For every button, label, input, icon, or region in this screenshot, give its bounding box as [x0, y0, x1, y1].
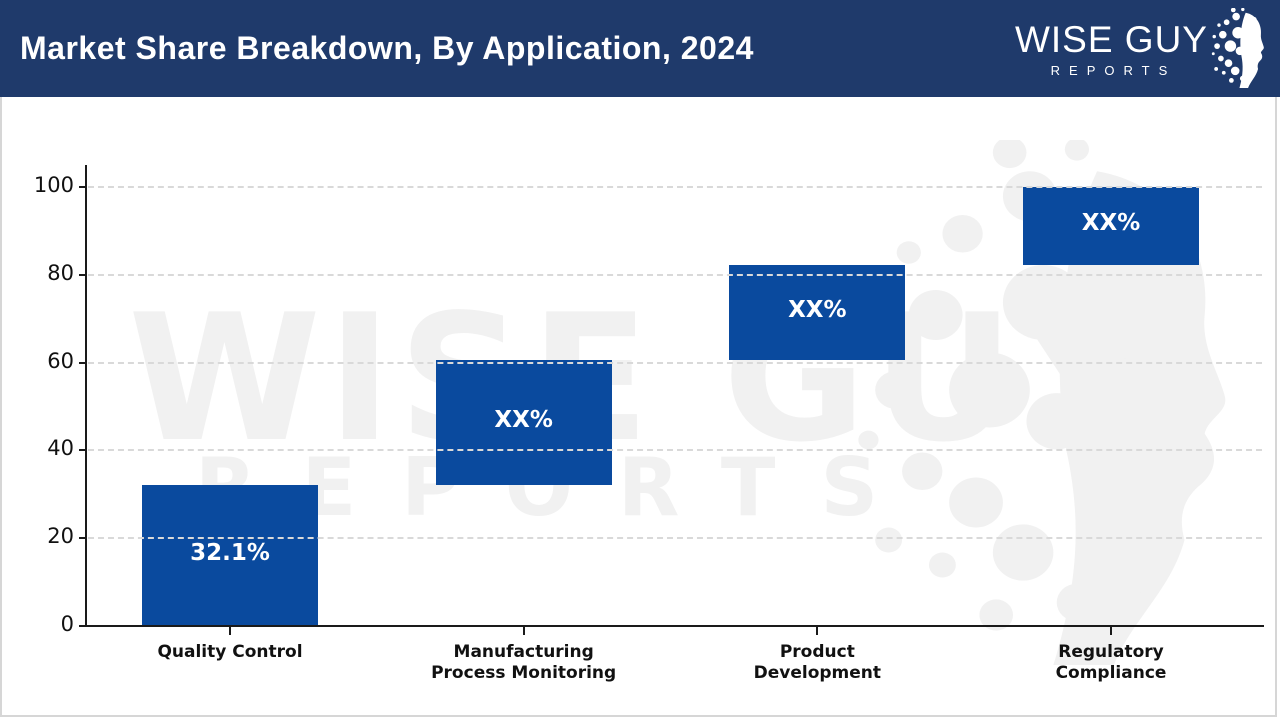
y-tick-mark — [79, 361, 86, 364]
grid-line — [88, 186, 1262, 188]
x-tick-mark — [522, 627, 525, 635]
bar-segment — [142, 485, 318, 626]
grid-line — [88, 449, 1262, 452]
y-axis-line — [85, 165, 87, 627]
x-category-line: Quality Control — [157, 642, 303, 662]
y-tick-mark — [79, 537, 86, 540]
bar-value-label: XX% — [1081, 210, 1141, 237]
x-category-line: Product — [779, 642, 855, 662]
x-category-line: Regulatory — [1058, 642, 1164, 662]
wiseguy-logo: WISE GUY REPORTS — [1015, 8, 1268, 88]
grid-line — [88, 361, 1262, 364]
x-category-line: Compliance — [1055, 663, 1167, 683]
figure-border-right — [1275, 97, 1277, 717]
bar-value-label: XX% — [788, 296, 847, 323]
dotted-head-profile-icon — [1211, 8, 1264, 88]
y-tick-label: 100 — [33, 173, 74, 197]
y-tick-mark — [79, 449, 86, 452]
bar-segment — [1023, 187, 1199, 266]
bar-segment — [435, 360, 612, 486]
y-tick-mark — [79, 625, 86, 627]
figure-border-bottom — [0, 715, 1277, 717]
x-category-label: Manufacturing Process Monitoring — [384, 642, 664, 684]
x-category-line: Manufacturing — [453, 642, 594, 662]
logo-subtitle: REPORTS — [1050, 62, 1177, 78]
x-category-label: Regulatory Compliance — [971, 642, 1251, 684]
grid-line — [88, 537, 1262, 540]
x-tick-mark — [1110, 627, 1112, 635]
y-tick-label: 60 — [47, 348, 74, 373]
y-tick-label: 0 — [60, 612, 74, 636]
header-bar: Market Share Breakdown, By Application, … — [0, 0, 1280, 97]
x-category-line: Process Monitoring — [431, 663, 617, 683]
y-tick-mark — [79, 273, 86, 276]
y-tick-mark — [79, 186, 86, 188]
y-tick-label: 80 — [47, 260, 74, 285]
bar-segment — [729, 265, 906, 361]
logo-wordmark: WISE GUY — [1014, 18, 1208, 60]
bar-value-label: 32.1% — [190, 539, 270, 566]
x-tick-mark — [816, 627, 819, 635]
figure-border-left — [0, 97, 2, 717]
x-tick-mark — [229, 627, 231, 635]
x-category-label: Quality Control — [90, 642, 370, 663]
logo-text: WISE GUY REPORTS — [1015, 19, 1208, 78]
chart-title: Market Share Breakdown, By Application, … — [20, 30, 754, 66]
bar-value-label: XX% — [494, 406, 553, 433]
y-tick-label: 20 — [47, 524, 74, 549]
x-category-line: Development — [753, 663, 882, 683]
grid-line — [88, 273, 1262, 276]
x-axis-line — [85, 625, 1264, 627]
y-tick-label: 40 — [47, 436, 74, 461]
x-category-label: Product Development — [677, 642, 957, 684]
